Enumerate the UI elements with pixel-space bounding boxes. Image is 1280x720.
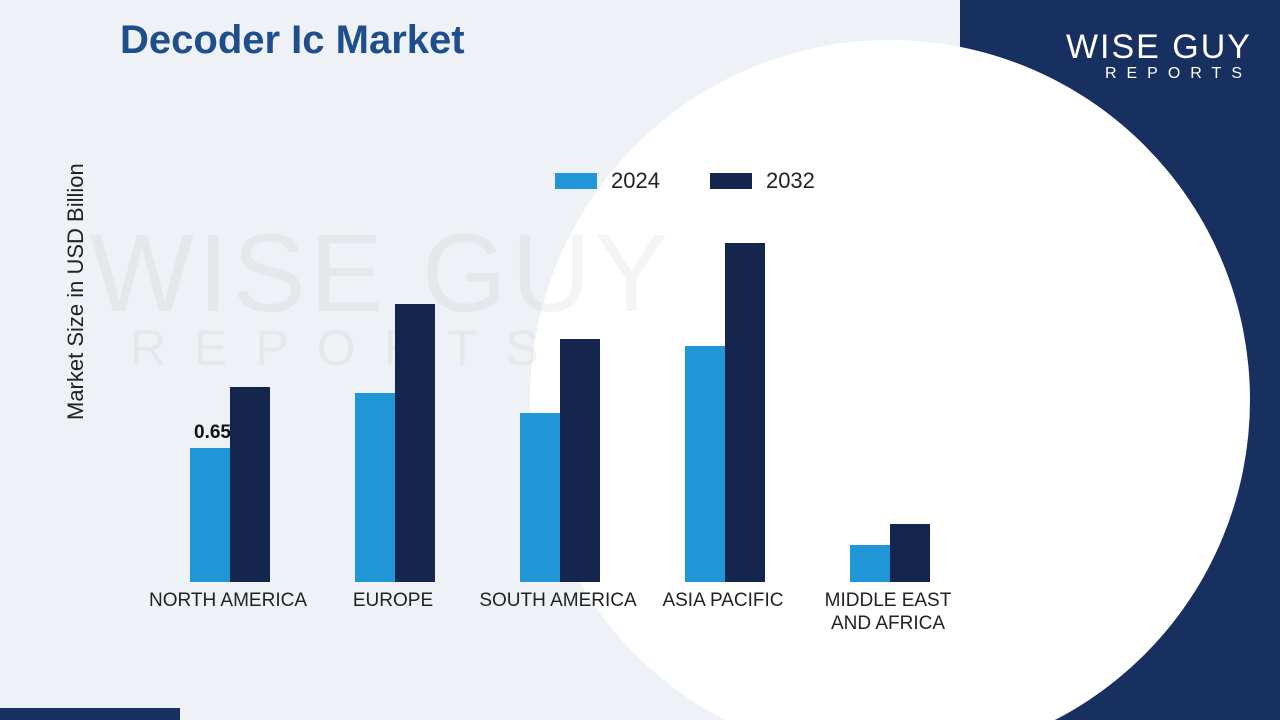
bar-2032-mea xyxy=(890,524,930,582)
x-label-europe: EUROPE xyxy=(313,590,473,613)
bar-2024-europe xyxy=(355,393,395,582)
bar-2032-north-america xyxy=(230,387,270,582)
bar-2032-asia-pacific xyxy=(725,243,765,582)
brand-line1: WISE GUY xyxy=(1066,28,1252,67)
bar-2024-asia-pacific xyxy=(685,346,725,582)
x-label-mea: MIDDLE EAST AND AFRICA xyxy=(808,590,968,636)
bar-chart: Market Size in USD Billion 0.65 NORTH AM… xyxy=(118,190,948,670)
brand-logo: WISE GUY REPORTS xyxy=(1066,28,1252,83)
brand-line2: REPORTS xyxy=(1066,65,1252,83)
bar-2032-europe xyxy=(395,304,435,582)
bar-2024-south-america xyxy=(520,413,560,582)
y-axis-label: Market Size in USD Billion xyxy=(63,163,89,420)
value-label-north-america-2024: 0.65 xyxy=(194,422,231,444)
x-label-asia-pacific: ASIA PACIFIC xyxy=(643,590,803,613)
chart-card: WISE GUY REPORTS Decoder Ic Market WISE … xyxy=(0,0,1280,720)
plot-area: 0.65 NORTH AMERICA EUROPE SOUTH AMERICA xyxy=(148,212,948,582)
right-brand-panel: WISE GUY REPORTS xyxy=(960,0,1280,720)
bar-2032-south-america xyxy=(560,339,600,582)
x-label-south-america: SOUTH AMERICA xyxy=(478,590,638,613)
x-label-north-america: NORTH AMERICA xyxy=(148,590,308,613)
chart-title: Decoder Ic Market xyxy=(120,18,465,63)
bar-2024-mea xyxy=(850,545,890,582)
legend-swatch-2032 xyxy=(710,173,752,189)
bar-2024-north-america: 0.65 xyxy=(190,448,230,582)
bottom-accent-bar xyxy=(0,708,180,720)
legend-swatch-2024 xyxy=(555,173,597,189)
